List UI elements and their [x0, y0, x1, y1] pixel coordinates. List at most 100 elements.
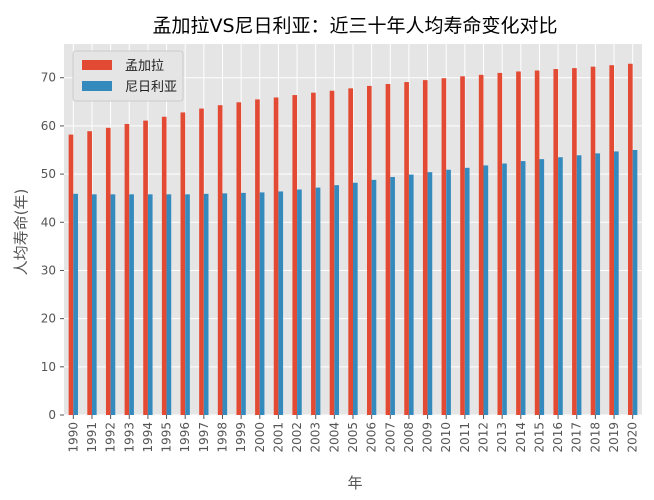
bar-bangladesh-1996 [180, 112, 186, 415]
y-tick-label: 30 [41, 263, 56, 277]
x-axis-ticks: 1990 1991 1992 1993 1994 1995 1996 1997 1998 1999… [66, 415, 640, 453]
bar-bangladesh-1997 [199, 108, 204, 416]
bar-nigeria-1994 [147, 194, 153, 415]
bar-bangladesh-2017 [572, 68, 577, 415]
x-tick-label: 2010 [439, 422, 453, 453]
bar-bangladesh-2013 [497, 72, 503, 415]
y-axis-ticks: 0 10 20 30 40 50 60 70 [41, 71, 64, 422]
x-tick-label: 2013 [495, 422, 509, 453]
bar-bangladesh-2012 [478, 74, 484, 415]
x-tick-label: 1995 [160, 422, 174, 453]
legend-swatch-bangladesh [82, 60, 112, 70]
bar-nigeria-2017 [576, 155, 582, 416]
x-tick-label: 1994 [141, 422, 155, 453]
x-tick-label: 2003 [309, 422, 323, 453]
bar-nigeria-1990 [73, 193, 78, 415]
x-tick-label: 2018 [588, 422, 602, 453]
x-tick-label: 2004 [327, 422, 341, 453]
bar-bangladesh-2015 [534, 70, 540, 415]
x-tick-label: 2005 [346, 422, 360, 453]
bar-bangladesh-2016 [553, 69, 559, 416]
bar-nigeria-2020 [632, 150, 638, 415]
bar-bangladesh-1991 [87, 131, 92, 415]
bar-bangladesh-1999 [236, 102, 242, 416]
legend-swatch-nigeria [82, 81, 112, 91]
bar-nigeria-1993 [129, 194, 134, 415]
bar-bangladesh-2018 [590, 66, 596, 416]
x-tick-label: 1992 [104, 422, 118, 453]
legend-label-bangladesh: 孟加拉 [125, 59, 164, 74]
x-tick-label: 2015 [532, 422, 546, 453]
bar-nigeria-2010 [446, 169, 451, 415]
chart-title: 孟加拉VS尼日利亚：近三十年人均寿命变化对比 [152, 15, 557, 37]
bar-nigeria-2002 [297, 189, 302, 415]
y-tick-label: 70 [41, 71, 56, 85]
bar-nigeria-2001 [278, 191, 284, 415]
x-tick-label: 2017 [570, 422, 584, 453]
bar-nigeria-1996 [185, 194, 190, 415]
bar-bangladesh-2008 [404, 82, 409, 416]
bar-nigeria-2016 [558, 157, 563, 415]
x-tick-label: 2011 [458, 422, 472, 453]
bar-nigeria-2003 [315, 187, 321, 415]
x-tick-label: 2012 [477, 422, 491, 453]
bar-bangladesh-1998 [217, 105, 223, 415]
x-tick-label: 2002 [290, 422, 304, 453]
x-tick-label: 1998 [215, 422, 229, 453]
bar-bangladesh-1994 [143, 120, 148, 415]
x-tick-label: 2014 [514, 422, 528, 453]
bar-nigeria-2000 [259, 192, 265, 415]
y-axis-label: 人均寿命(年) [12, 189, 30, 276]
x-axis-label: 年 [347, 474, 362, 492]
bar-nigeria-2014 [520, 161, 526, 415]
bar-nigeria-2009 [427, 172, 433, 415]
bar-bangladesh-2007 [385, 83, 391, 415]
bar-nigeria-2007 [390, 176, 395, 415]
bar-bangladesh-1992 [105, 127, 111, 415]
x-tick-label: 2001 [271, 422, 285, 453]
x-tick-label: 1991 [85, 422, 99, 453]
x-tick-label: 2006 [365, 422, 379, 453]
bar-nigeria-1998 [222, 193, 228, 415]
bar-nigeria-1992 [110, 194, 116, 415]
bar-nigeria-1999 [241, 192, 246, 415]
bar-bangladesh-1993 [124, 123, 130, 416]
legend-label-nigeria: 尼日利亚 [125, 80, 177, 95]
bar-nigeria-2008 [408, 174, 414, 415]
bar-bangladesh-2020 [628, 63, 633, 415]
bar-nigeria-2012 [483, 165, 489, 415]
legend: 孟加拉 尼日利亚 [72, 50, 184, 102]
bar-bangladesh-2002 [292, 95, 298, 415]
x-tick-label: 1997 [197, 422, 211, 453]
x-tick-label: 2000 [253, 422, 267, 453]
x-tick-label: 2019 [607, 422, 621, 453]
bar-nigeria-2006 [371, 179, 377, 415]
bar-bangladesh-2004 [329, 90, 335, 416]
y-tick-label: 20 [41, 312, 56, 326]
x-tick-label: 2008 [402, 422, 416, 453]
bar-bangladesh-2003 [311, 92, 316, 415]
bar-nigeria-2004 [334, 185, 340, 415]
bar-nigeria-2013 [502, 163, 507, 415]
bar-nigeria-2015 [539, 159, 545, 415]
bar-bangladesh-2019 [609, 65, 615, 415]
bar-bangladesh-2000 [255, 99, 260, 415]
x-tick-label: 2009 [421, 422, 435, 453]
bar-nigeria-1991 [91, 194, 97, 415]
x-tick-label: 2020 [626, 422, 640, 453]
bar-bangladesh-2006 [366, 85, 372, 415]
x-tick-label: 1996 [178, 422, 192, 453]
bar-bangladesh-2005 [348, 88, 353, 415]
bar-bangladesh-2009 [422, 80, 428, 416]
y-tick-label: 10 [41, 360, 56, 374]
x-tick-label: 1990 [66, 422, 80, 453]
x-tick-label: 1993 [122, 422, 136, 453]
bar-bangladesh-1990 [68, 134, 74, 415]
x-tick-label: 1999 [234, 422, 248, 453]
y-tick-label: 40 [41, 215, 56, 229]
bar-bangladesh-2011 [460, 76, 465, 416]
bar-bangladesh-2010 [441, 78, 447, 415]
x-tick-label: 2016 [551, 422, 565, 453]
